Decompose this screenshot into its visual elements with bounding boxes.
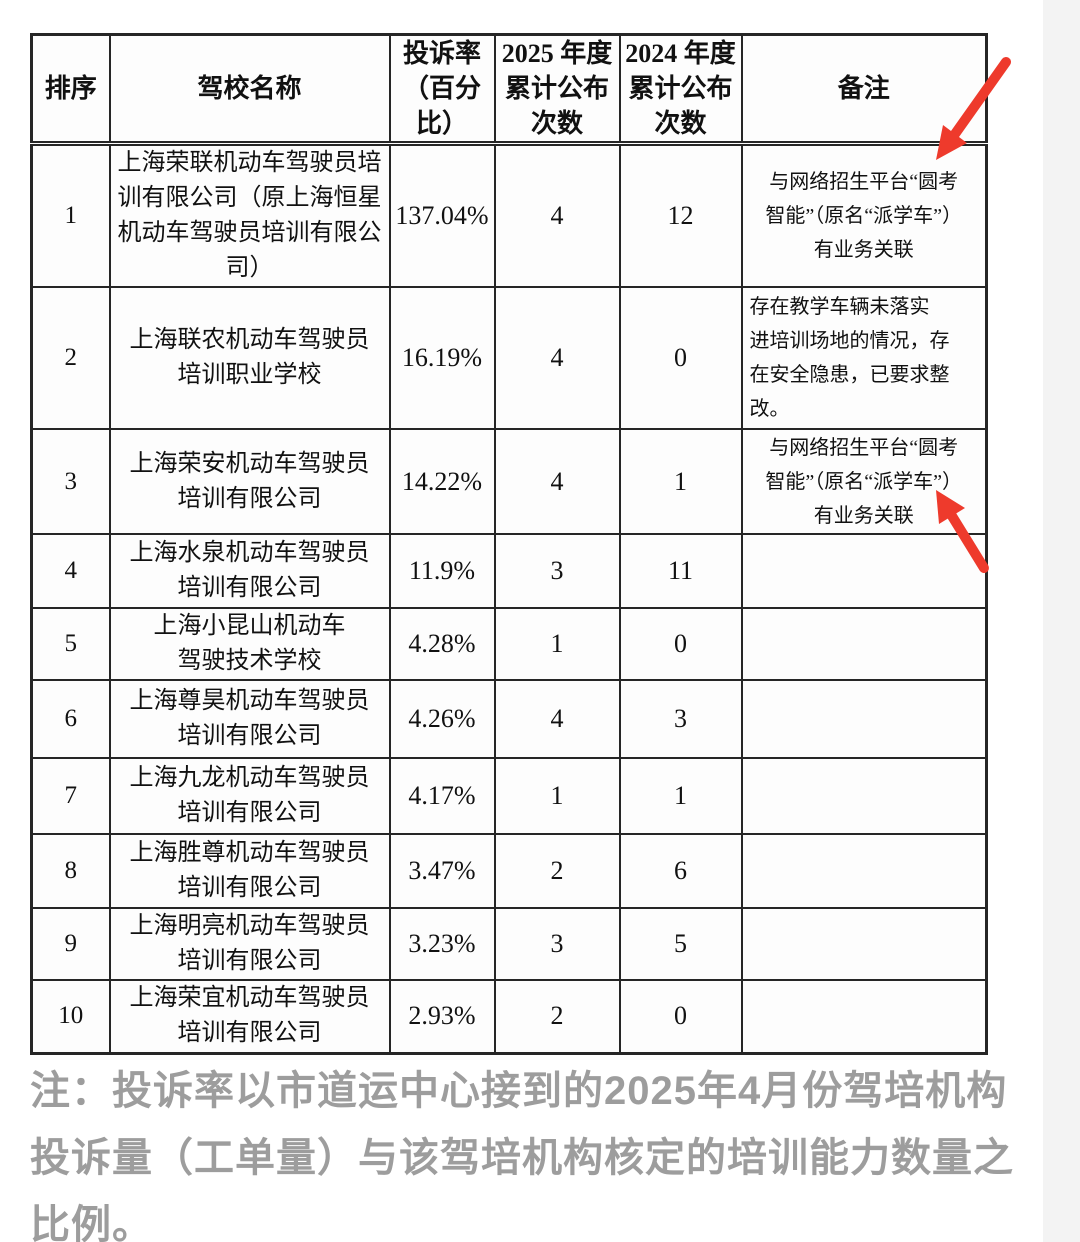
complaint-rate-cell: 16.19% [388,286,496,430]
table-row: 3 上海荣安机动车驾驶员 培训有限公司 14.22% 4 1 与网络招生平台“圆… [30,428,988,535]
complaint-rate-cell: 14.22% [388,428,496,535]
rank-cell: 5 [30,607,111,681]
remark-cell: 存在教学车辆未落实 进培训场地的情况，存 在安全隐患，已要求整 改。 [740,286,988,430]
complaint-rate-cell: 4.26% [388,679,496,759]
count-2024-cell: 3 [618,679,743,759]
rank-cell: 7 [30,757,111,835]
remark-cell [740,907,988,981]
school-name-cell: 上海联农机动车驾驶员 培训职业学校 [108,286,391,430]
table-row: 6 上海尊昊机动车驾驶员 培训有限公司 4.26% 4 3 [30,679,988,759]
count-2025-cell: 4 [493,679,621,759]
count-2024-cell: 0 [618,979,743,1054]
count-2025-cell: 4 [493,142,621,288]
header-rank: 排序 [30,33,111,146]
table-row: 10 上海荣宜机动车驾驶员 培训有限公司 2.93% 2 0 [30,979,988,1054]
table-row: 2 上海联农机动车驾驶员 培训职业学校 16.19% 4 0 存在教学车辆未落实… [30,286,988,430]
remark-cell [740,533,988,609]
rank-cell: 6 [30,679,111,759]
table-row: 4 上海水泉机动车驾驶员 培训有限公司 11.9% 3 11 [30,533,988,609]
rank-cell: 9 [30,907,111,981]
remark-cell [740,679,988,759]
count-2024-cell: 0 [618,286,743,430]
school-name-cell: 上海明亮机动车驾驶员 培训有限公司 [108,907,391,981]
header-remark: 备注 [740,33,988,146]
rank-cell: 2 [30,286,111,430]
table-row: 9 上海明亮机动车驾驶员 培训有限公司 3.23% 3 5 [30,907,988,981]
count-2025-cell: 3 [493,533,621,609]
count-2025-cell: 4 [493,428,621,535]
rank-cell: 10 [30,979,111,1054]
table-header-row: 排序 驾校名称 投诉率 （百分 比） 2025 年度 累计公布 次数 2024 … [30,33,988,146]
complaint-rate-cell: 11.9% [388,533,496,609]
school-name-cell: 上海荣安机动车驾驶员 培训有限公司 [108,428,391,535]
count-2025-cell: 3 [493,907,621,981]
count-2024-cell: 12 [618,142,743,288]
header-complaint-rate: 投诉率 （百分 比） [388,33,496,146]
remark-cell [740,833,988,909]
rank-cell: 3 [30,428,111,535]
table-row: 8 上海胜尊机动车驾驶员 培训有限公司 3.47% 2 6 [30,833,988,909]
count-2025-cell: 4 [493,286,621,430]
count-2025-cell: 2 [493,833,621,909]
count-2025-cell: 1 [493,607,621,681]
table-row: 7 上海九龙机动车驾驶员 培训有限公司 4.17% 1 1 [30,757,988,835]
complaint-rate-table: 排序 驾校名称 投诉率 （百分 比） 2025 年度 累计公布 次数 2024 … [30,33,988,1055]
complaint-rate-cell: 4.17% [388,757,496,835]
complaint-rate-cell: 137.04% [388,142,496,288]
count-2025-cell: 2 [493,979,621,1054]
count-2024-cell: 0 [618,607,743,681]
rank-cell: 4 [30,533,111,609]
remark-cell [740,607,988,681]
remark-cell [740,979,988,1054]
page-right-margin [1043,0,1080,1242]
rank-cell: 8 [30,833,111,909]
school-name-cell: 上海荣宜机动车驾驶员 培训有限公司 [108,979,391,1054]
complaint-rate-cell: 2.93% [388,979,496,1054]
school-name-cell: 上海尊昊机动车驾驶员 培训有限公司 [108,679,391,759]
school-name-cell: 上海水泉机动车驾驶员 培训有限公司 [108,533,391,609]
complaint-rate-cell: 3.47% [388,833,496,909]
footnote: 注：投诉率以市道运中心接到的2025年4月份驾培机构 投诉量（工单量）与该驾培机… [30,1069,1014,1242]
table-row: 5 上海小昆山机动车 驾驶技术学校 4.28% 1 0 [30,607,988,681]
table-row: 1 上海荣联机动车驾驶员培 训有限公司（原上海恒星 机动车驾驶员培训有限公 司）… [30,142,988,288]
count-2024-cell: 1 [618,428,743,535]
school-name-cell: 上海胜尊机动车驾驶员 培训有限公司 [108,833,391,909]
header-count-2024: 2024 年度 累计公布 次数 [618,33,743,146]
complaint-rate-cell: 3.23% [388,907,496,981]
school-name-cell: 上海荣联机动车驾驶员培 训有限公司（原上海恒星 机动车驾驶员培训有限公 司） [108,142,391,288]
header-school-name: 驾校名称 [108,33,391,146]
count-2024-cell: 1 [618,757,743,835]
count-2024-cell: 5 [618,907,743,981]
remark-cell: 与网络招生平台“圆考 智能”（原名“派学车”） 有业务关联 [740,428,988,535]
count-2024-cell: 11 [618,533,743,609]
count-2024-cell: 6 [618,833,743,909]
school-name-cell: 上海小昆山机动车 驾驶技术学校 [108,607,391,681]
remark-cell: 与网络招生平台“圆考 智能”（原名“派学车”） 有业务关联 [740,142,988,288]
header-count-2025: 2025 年度 累计公布 次数 [493,33,621,146]
remark-cell [740,757,988,835]
count-2025-cell: 1 [493,757,621,835]
complaint-rate-cell: 4.28% [388,607,496,681]
school-name-cell: 上海九龙机动车驾驶员 培训有限公司 [108,757,391,835]
rank-cell: 1 [30,142,111,288]
